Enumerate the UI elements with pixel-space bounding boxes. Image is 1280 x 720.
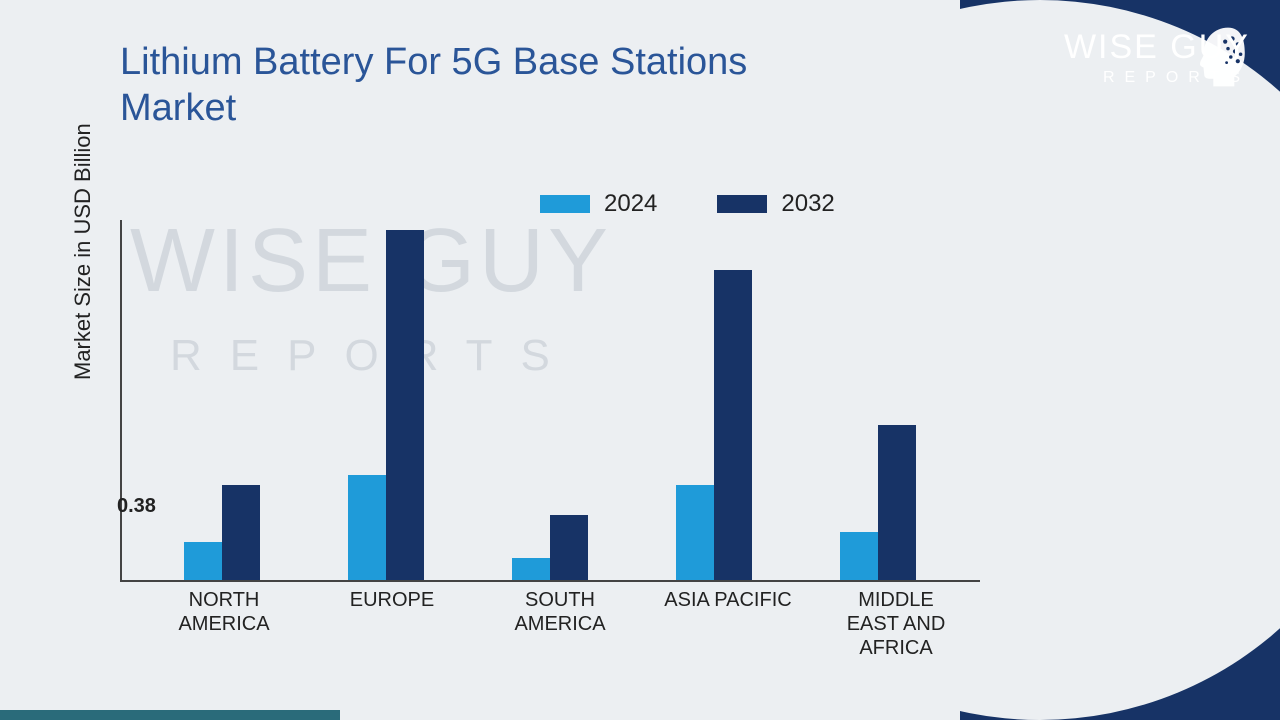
bar <box>184 542 222 580</box>
x-axis-labels: NORTH AMERICA EUROPE SOUTH AMERICA ASIA PAC… <box>140 588 980 660</box>
y-axis-label: Market Size in USD Billion <box>70 123 96 380</box>
x-tick-label: ASIA PACIFIC <box>663 588 793 660</box>
legend-label-2024: 2024 <box>604 190 657 218</box>
bar <box>840 532 878 580</box>
bar-group <box>331 230 441 580</box>
legend-swatch-2024 <box>540 195 590 213</box>
bar-value-label: 0.38 <box>117 495 156 518</box>
x-tick-label: NORTH AMERICA <box>159 588 289 660</box>
bar <box>550 515 588 580</box>
legend-swatch-2032 <box>717 195 767 213</box>
bar <box>386 230 424 580</box>
bar <box>222 485 260 580</box>
x-tick-label: MIDDLE EAST AND AFRICA <box>831 588 961 660</box>
brand-name-line2: REPORTS <box>1064 69 1250 87</box>
legend-item-2024: 2024 <box>540 190 657 218</box>
bar-group <box>659 270 769 580</box>
bar-group: 0.38 <box>167 485 277 580</box>
legend: 2024 2032 <box>540 190 835 218</box>
bar <box>512 558 550 580</box>
legend-label-2032: 2032 <box>781 190 834 218</box>
x-tick-label: SOUTH AMERICA <box>495 588 625 660</box>
brand-name-line1: WISE GUY <box>1064 28 1250 67</box>
plot-area: 0.38 <box>140 220 960 580</box>
brand-logo: WISE GUY REPORTS <box>1064 28 1250 87</box>
chart-title: Lithium Battery For 5G Base Stations Mar… <box>120 40 800 131</box>
bar <box>878 425 916 580</box>
bar-chart: 0.38 <box>120 220 960 580</box>
bottom-accent-bar <box>0 710 340 720</box>
x-tick-label: EUROPE <box>327 588 457 660</box>
bar <box>348 475 386 580</box>
x-axis-line <box>120 580 980 582</box>
bar-group <box>495 515 605 580</box>
bar-group <box>823 425 933 580</box>
legend-item-2032: 2032 <box>717 190 834 218</box>
bar <box>714 270 752 580</box>
bar <box>676 485 714 580</box>
